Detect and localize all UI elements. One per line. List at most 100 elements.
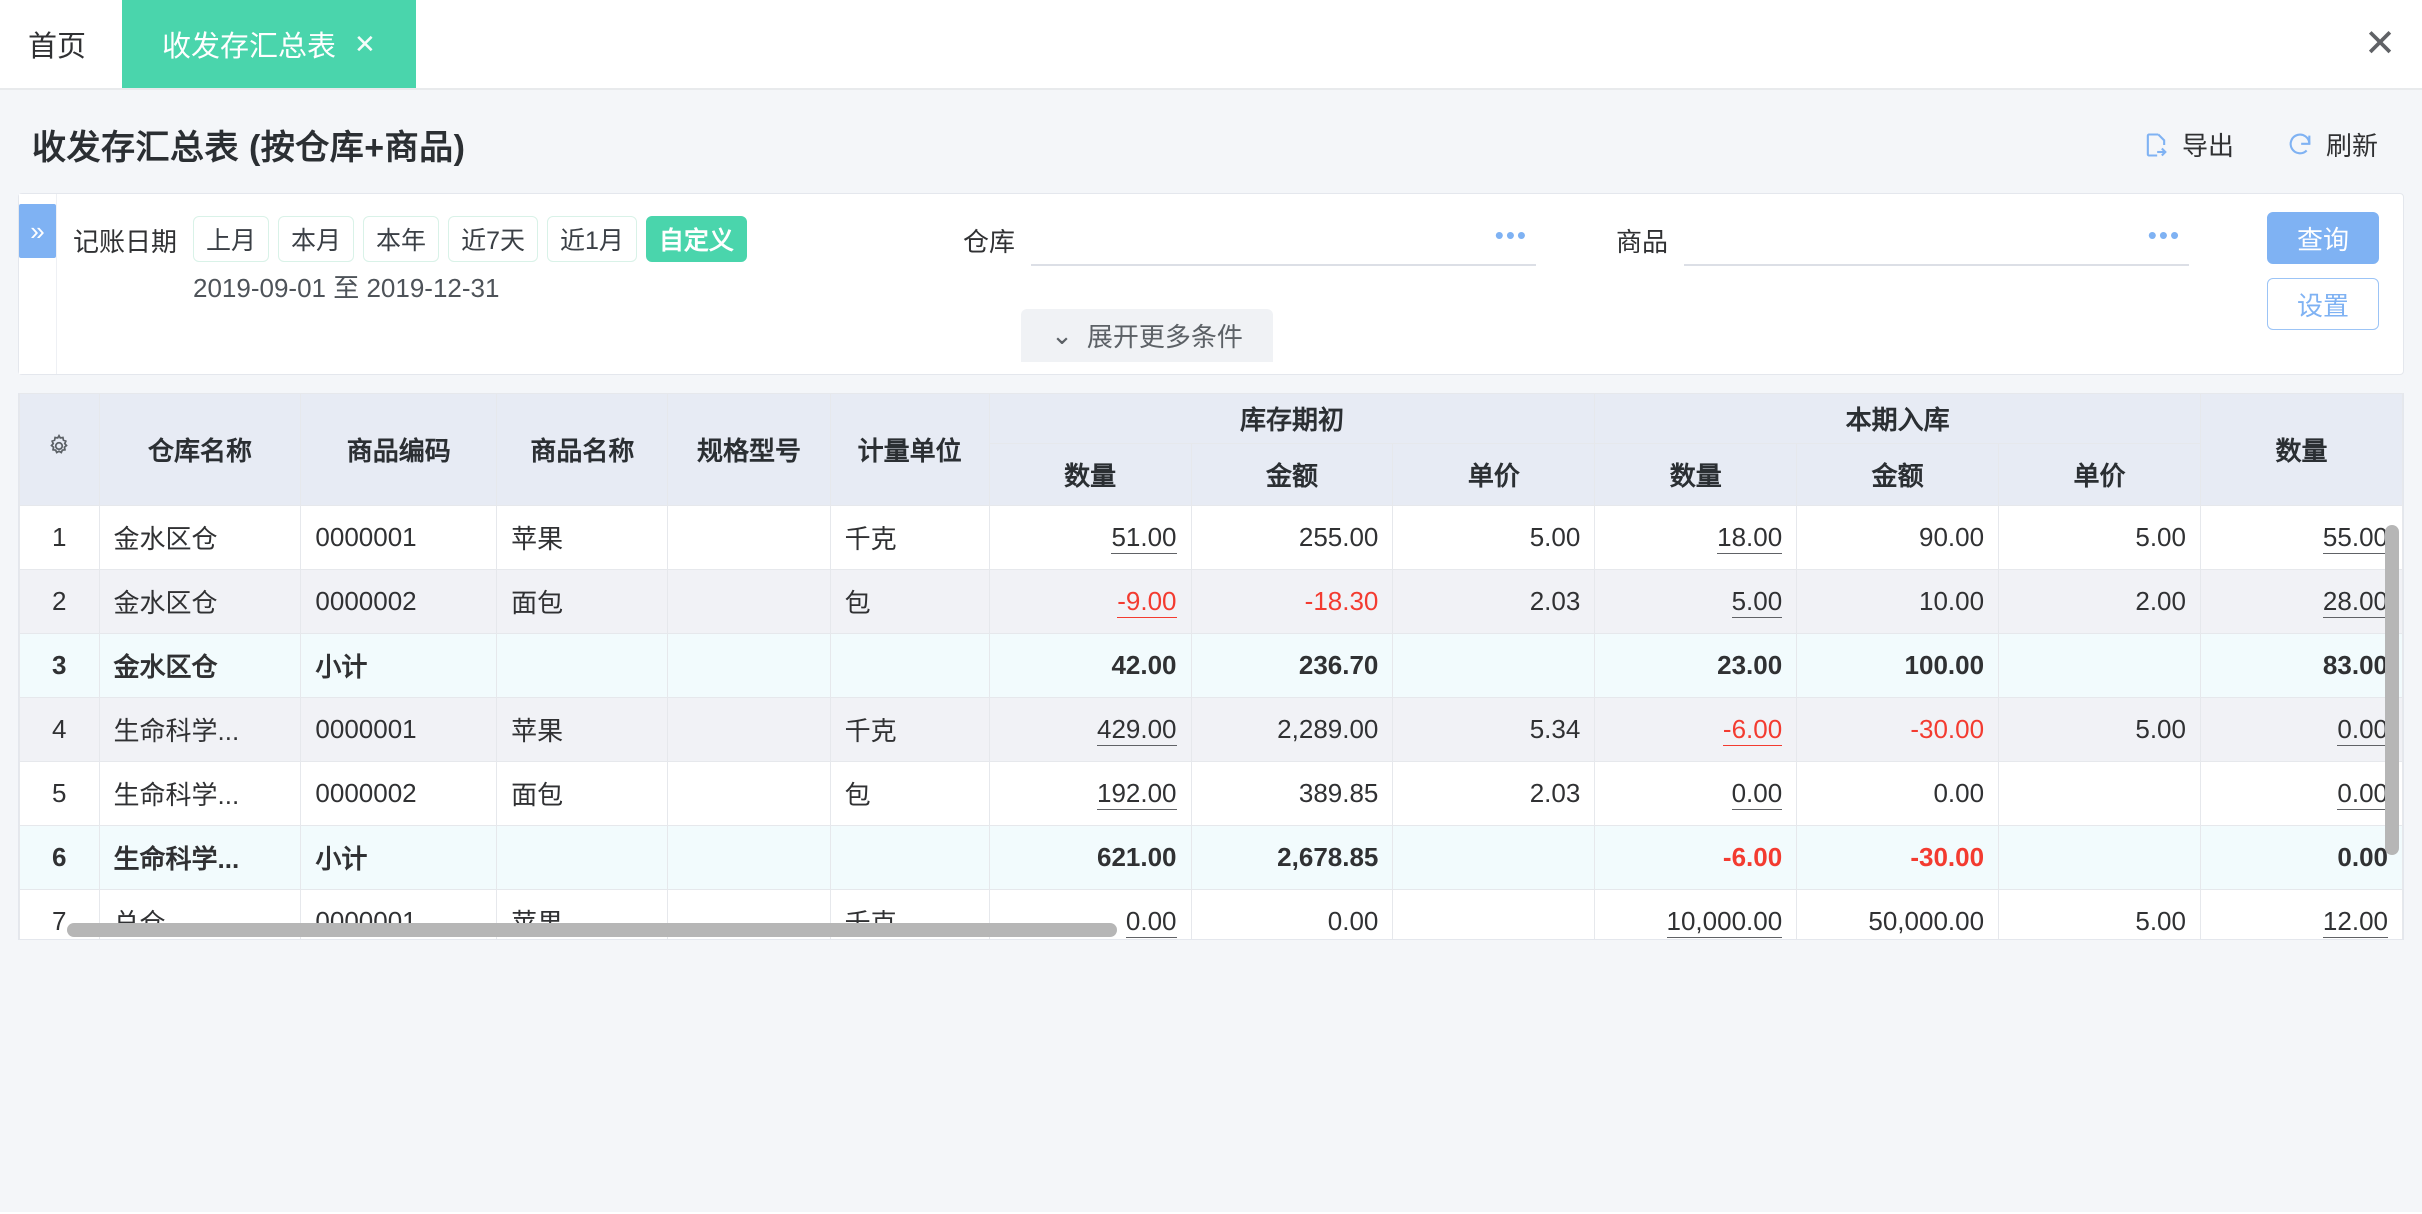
product-more-icon[interactable]: ••• (2147, 220, 2182, 250)
cell-drilldown-link[interactable]: -6.00 (1722, 714, 1783, 746)
cell-drilldown-link[interactable]: 18.00 (1717, 522, 1783, 554)
chip-last-month[interactable]: 上月 (193, 216, 270, 262)
cell-next-qty[interactable]: 55.00 (2199, 505, 2403, 570)
filter-warehouse-label: 仓库 (963, 227, 1016, 257)
tab-bar: 首页 收发存汇总表 ✕ ✕ (0, 0, 2422, 90)
th-group-period-inbound: 本期入库 (1594, 393, 2201, 444)
product-input[interactable]: ••• (1684, 216, 2190, 266)
th-next-group-qty[interactable]: 数量 (2199, 393, 2403, 506)
cell-drilldown-link[interactable]: 51.00 (1111, 522, 1177, 554)
row-index: 3 (19, 633, 100, 698)
cell-next-qty[interactable]: 28.00 (2199, 569, 2403, 634)
th-opening-price[interactable]: 单价 (1392, 443, 1596, 506)
warehouse-more-icon[interactable]: ••• (1494, 220, 1529, 250)
gear-icon[interactable] (46, 433, 72, 466)
table-row[interactable]: 6 生命科学... 小计 621.00 2,678.85 -6.00 -30.00 0.00 (19, 825, 2403, 890)
th-opening-qty[interactable]: 数量 (988, 443, 1192, 506)
cell-inbound-qty[interactable]: 10,000.00 (1594, 889, 1798, 939)
table-head: 仓库名称 商品编码 商品名称 规格型号 计量单位 库存期初 本期入库 数量 数量… (19, 393, 2403, 506)
cell-inbound-price: 2.00 (1998, 569, 2201, 634)
cell-inbound-qty[interactable]: 18.00 (1594, 505, 1798, 570)
cell-opening-price (1392, 633, 1596, 698)
window-close-icon[interactable]: ✕ (2364, 23, 2396, 65)
th-inbound-qty[interactable]: 数量 (1594, 443, 1798, 506)
chip-custom[interactable]: 自定义 (645, 216, 747, 262)
horizontal-scrollbar[interactable] (19, 923, 2403, 939)
vertical-scrollbar-thumb[interactable] (2385, 525, 2399, 855)
cell-drilldown-link[interactable]: 0.00 (1731, 778, 1783, 810)
cell-inbound-amount: 100.00 (1796, 633, 2000, 698)
cell-drilldown-link[interactable]: 5.00 (1731, 586, 1783, 618)
cell-opening-amount: 236.70 (1190, 633, 1394, 698)
table-row[interactable]: 1 金水区仓 0000001 苹果 千克 51.00 255.00 5.00 18.00 90.0… (19, 505, 2403, 570)
th-warehouse-name[interactable]: 仓库名称 (98, 393, 302, 506)
tab-home[interactable]: 首页 (0, 0, 122, 88)
export-button[interactable]: 导出 (2142, 126, 2234, 163)
cell-opening-price (1392, 889, 1596, 939)
warehouse-input[interactable]: ••• (1031, 216, 1537, 266)
cell-opening-qty[interactable]: 51.00 (988, 505, 1192, 570)
cell-inbound-qty[interactable]: -6.00 (1594, 697, 1798, 762)
table-row[interactable]: 2 金水区仓 0000002 面包包 -9.00 -18.30 2.03 5.00 10.00 2… (19, 569, 2403, 634)
th-product-name[interactable]: 商品名称 (496, 393, 669, 506)
cell-next-qty[interactable]: 12.00 (2199, 889, 2403, 939)
cell-opening-price: 5.34 (1392, 697, 1596, 762)
cell-unit: 千克 (829, 697, 990, 762)
cell-inbound-qty: -6.00 (1594, 825, 1798, 890)
cell-drilldown-link[interactable]: 0.00 (1125, 906, 1177, 938)
cell-opening-qty[interactable]: -9.00 (988, 569, 1192, 634)
cell-product-name: 面包 (496, 761, 669, 826)
cell-drilldown-link[interactable]: 0.00 (2337, 778, 2388, 810)
th-unit[interactable]: 计量单位 (829, 393, 990, 506)
cell-next-qty: 83.00 (2199, 633, 2403, 698)
refresh-button[interactable]: 刷新 (2286, 126, 2378, 163)
tab-home-label: 首页 (28, 31, 87, 63)
th-inbound-price[interactable]: 单价 (1998, 443, 2201, 506)
expand-more-conditions-button[interactable]: ⌄ 展开更多条件 (1021, 309, 1273, 362)
column-settings-button[interactable] (19, 393, 100, 506)
cell-drilldown-link[interactable]: 55.00 (2322, 522, 2388, 554)
tab-inventory-summary[interactable]: 收发存汇总表 ✕ (122, 0, 416, 88)
collapse-toggle-icon[interactable]: » (19, 204, 56, 258)
tab-close-icon[interactable]: ✕ (354, 29, 376, 59)
cell-warehouse-name: 金水区仓 (98, 569, 302, 634)
cell-next-qty: 0.00 (2199, 825, 2403, 890)
settings-button[interactable]: 设置 (2267, 278, 2379, 330)
chip-this-year[interactable]: 本年 (363, 216, 440, 262)
cell-drilldown-link[interactable]: 429.00 (1096, 714, 1177, 746)
table-row[interactable]: 3 金水区仓 小计 42.00 236.70 23.00 100.00 83.00 (19, 633, 2403, 698)
cell-next-qty[interactable]: 0.00 (2199, 761, 2403, 826)
cell-warehouse-name: 金水区仓 (98, 505, 302, 570)
th-product-code[interactable]: 商品编码 (300, 393, 498, 506)
th-spec-model[interactable]: 规格型号 (667, 393, 831, 506)
query-button[interactable]: 查询 (2267, 212, 2379, 264)
table-row[interactable]: 4 生命科学... 0000001 苹果 千克 429.00 2,289.00 5.34 -6.… (19, 697, 2403, 762)
cell-opening-qty[interactable]: 192.00 (988, 761, 1192, 826)
cell-product-code: 小计 (300, 825, 498, 890)
cell-drilldown-link[interactable]: -9.00 (1117, 586, 1177, 618)
cell-next-qty[interactable]: 0.00 (2199, 697, 2403, 762)
row-index: 2 (19, 569, 100, 634)
table-row[interactable]: 5 生命科学... 0000002 面包 包 192.00 389.85 2.03 0.00 0.… (19, 761, 2403, 826)
date-range-text[interactable]: 2019-09-01 至 2019-12-31 (193, 273, 500, 303)
filter-product: 商品 ••• (1616, 216, 2190, 266)
cell-drilldown-link[interactable]: 28.00 (2322, 586, 2388, 618)
cell-drilldown-link[interactable]: 10,000.00 (1666, 906, 1783, 938)
th-opening-amount[interactable]: 金额 (1190, 443, 1394, 506)
cell-drilldown-link[interactable]: 12.00 (2322, 906, 2388, 938)
cell-inbound-amount: 0.00 (1796, 761, 2000, 826)
cell-inbound-qty[interactable]: 0.00 (1594, 761, 1798, 826)
chip-this-month[interactable]: 本月 (278, 216, 355, 262)
horizontal-scrollbar-thumb[interactable] (67, 923, 1117, 937)
cell-product-code: 小计 (300, 633, 498, 698)
cell-inbound-qty[interactable]: 5.00 (1594, 569, 1798, 634)
cell-drilldown-link[interactable]: 192.00 (1096, 778, 1177, 810)
row-index: 1 (19, 505, 100, 570)
cell-opening-qty[interactable]: 429.00 (988, 697, 1192, 762)
th-inbound-amount[interactable]: 金额 (1796, 443, 2000, 506)
chip-last-7-days[interactable]: 近7天 (448, 216, 538, 262)
cell-product-code: 0000001 (300, 697, 498, 762)
report-table-container: 仓库名称 商品编码 商品名称 规格型号 计量单位 库存期初 本期入库 数量 数量… (18, 393, 2404, 940)
chip-last-1-month[interactable]: 近1月 (546, 216, 637, 262)
cell-drilldown-link[interactable]: 0.00 (2337, 714, 2388, 746)
